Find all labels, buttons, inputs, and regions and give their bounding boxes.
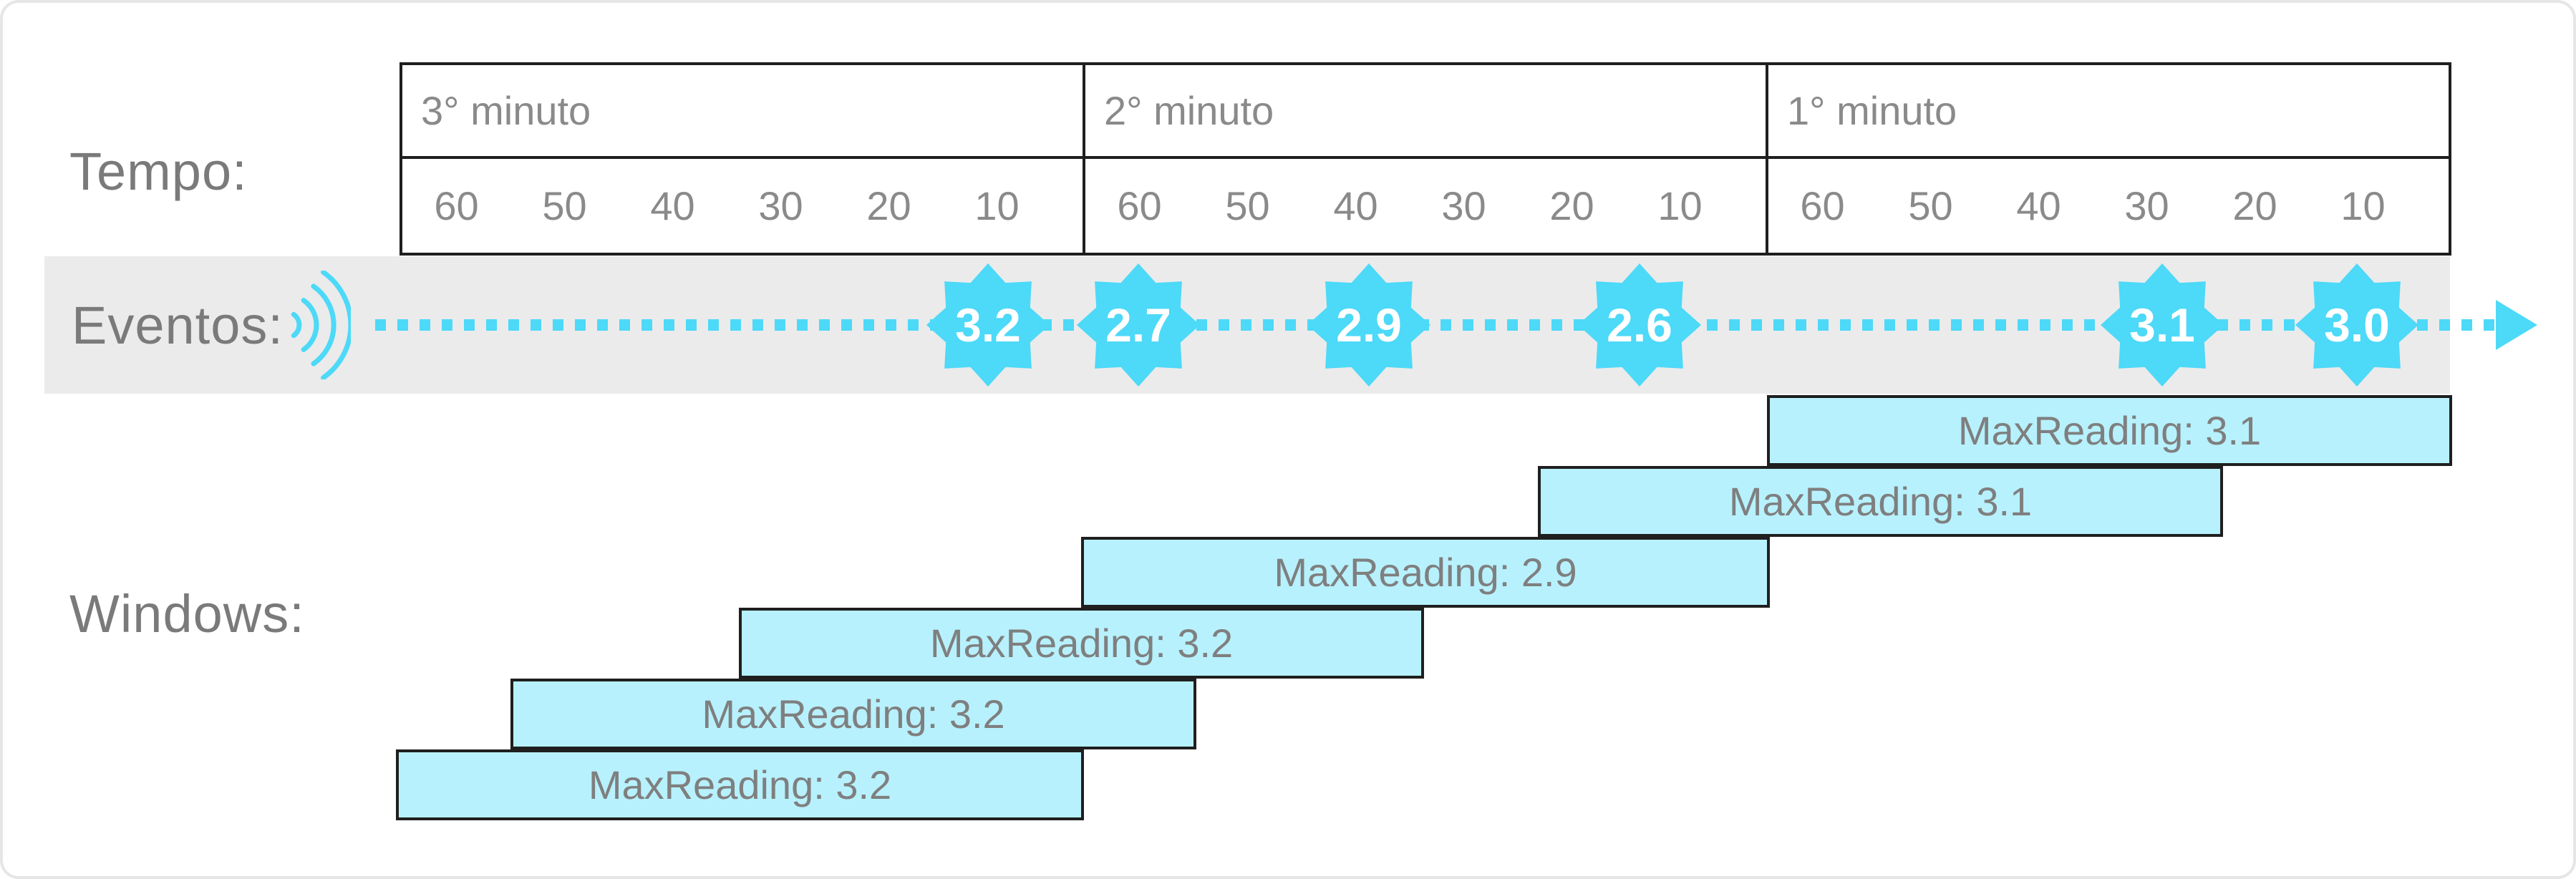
window-label: MaxReading: 2.9 — [1274, 550, 1577, 595]
tempo-label: Tempo: — [69, 142, 248, 201]
minute-block-label: 3° minuto — [402, 65, 1083, 159]
eventos-label: Eventos: — [72, 296, 284, 355]
window-bar: MaxReading: 3.2 — [396, 749, 1084, 820]
window-bar: MaxReading: 3.1 — [1767, 395, 2452, 466]
tick-label: 50 — [1225, 183, 1270, 228]
event-badge: 3.0 — [2295, 263, 2418, 387]
tick-label: 20 — [2232, 183, 2277, 228]
minute-block: 2° minuto 60 50 40 30 20 10 — [1083, 65, 1766, 253]
event-value: 3.0 — [2324, 298, 2390, 351]
event-badge: 2.6 — [1578, 263, 1701, 387]
tick-label: 20 — [866, 183, 911, 228]
window-bar: MaxReading: 3.2 — [739, 608, 1424, 679]
tick-label: 30 — [1441, 183, 1486, 228]
sound-waves-icon — [291, 271, 351, 379]
window-label: MaxReading: 3.2 — [702, 691, 1005, 737]
windows-label: Windows: — [69, 584, 305, 644]
tick-label: 40 — [650, 183, 695, 228]
window-label: MaxReading: 3.1 — [1728, 479, 2033, 524]
minute-block: 3° minuto 60 50 40 30 20 10 — [402, 65, 1083, 253]
starburst-icon — [1307, 263, 1430, 387]
event-value: 2.6 — [1607, 298, 1672, 351]
arrow-right-icon — [2496, 300, 2537, 350]
event-timeline-dotted-line — [375, 319, 2497, 331]
window-label: MaxReading: 3.2 — [929, 621, 1234, 666]
minute-block-ticks: 60 50 40 30 20 10 — [1768, 159, 2449, 253]
tick-label: 40 — [2016, 183, 2061, 228]
window-bar: MaxReading: 3.2 — [510, 679, 1196, 749]
timeline-table: 3° minuto 60 50 40 30 20 10 2° minuto 60… — [400, 62, 2451, 256]
event-badge: 3.2 — [926, 263, 1050, 387]
event-value: 3.1 — [2129, 298, 2195, 351]
tick-label: 10 — [2340, 183, 2386, 228]
tick-label: 60 — [1800, 183, 1845, 228]
tick-label: 30 — [758, 183, 803, 228]
event-badge: 3.1 — [2101, 263, 2224, 387]
window-label: MaxReading: 3.2 — [588, 762, 892, 807]
minute-block-ticks: 60 50 40 30 20 10 — [402, 159, 1083, 253]
starburst-icon — [1077, 263, 1200, 387]
tick-label: 40 — [1333, 183, 1378, 228]
window-bar: MaxReading: 2.9 — [1081, 537, 1770, 608]
starburst-icon — [2101, 263, 2224, 387]
event-badge: 2.7 — [1077, 263, 1200, 387]
minute-block-label: 2° minuto — [1085, 65, 1766, 159]
minute-block-ticks: 60 50 40 30 20 10 — [1085, 159, 1766, 253]
tick-label: 50 — [542, 183, 587, 228]
window-bar: MaxReading: 3.1 — [1538, 466, 2223, 537]
tick-label: 10 — [974, 183, 1020, 228]
starburst-icon — [2295, 263, 2418, 387]
tick-label: 60 — [1117, 183, 1162, 228]
minute-block: 1° minuto 60 50 40 30 20 10 — [1766, 65, 2449, 253]
event-badge: 2.9 — [1307, 263, 1430, 387]
tick-label: 30 — [2124, 183, 2169, 228]
starburst-icon — [1578, 263, 1701, 387]
tick-label: 10 — [1657, 183, 1703, 228]
tick-label: 60 — [434, 183, 479, 228]
tick-label: 20 — [1549, 183, 1594, 228]
event-value: 3.2 — [955, 298, 1021, 351]
event-value: 2.9 — [1336, 298, 1402, 351]
minute-block-label: 1° minuto — [1768, 65, 2449, 159]
starburst-icon — [926, 263, 1050, 387]
tick-label: 50 — [1908, 183, 1953, 228]
event-value: 2.7 — [1105, 298, 1171, 351]
window-label: MaxReading: 3.1 — [1957, 408, 2262, 453]
